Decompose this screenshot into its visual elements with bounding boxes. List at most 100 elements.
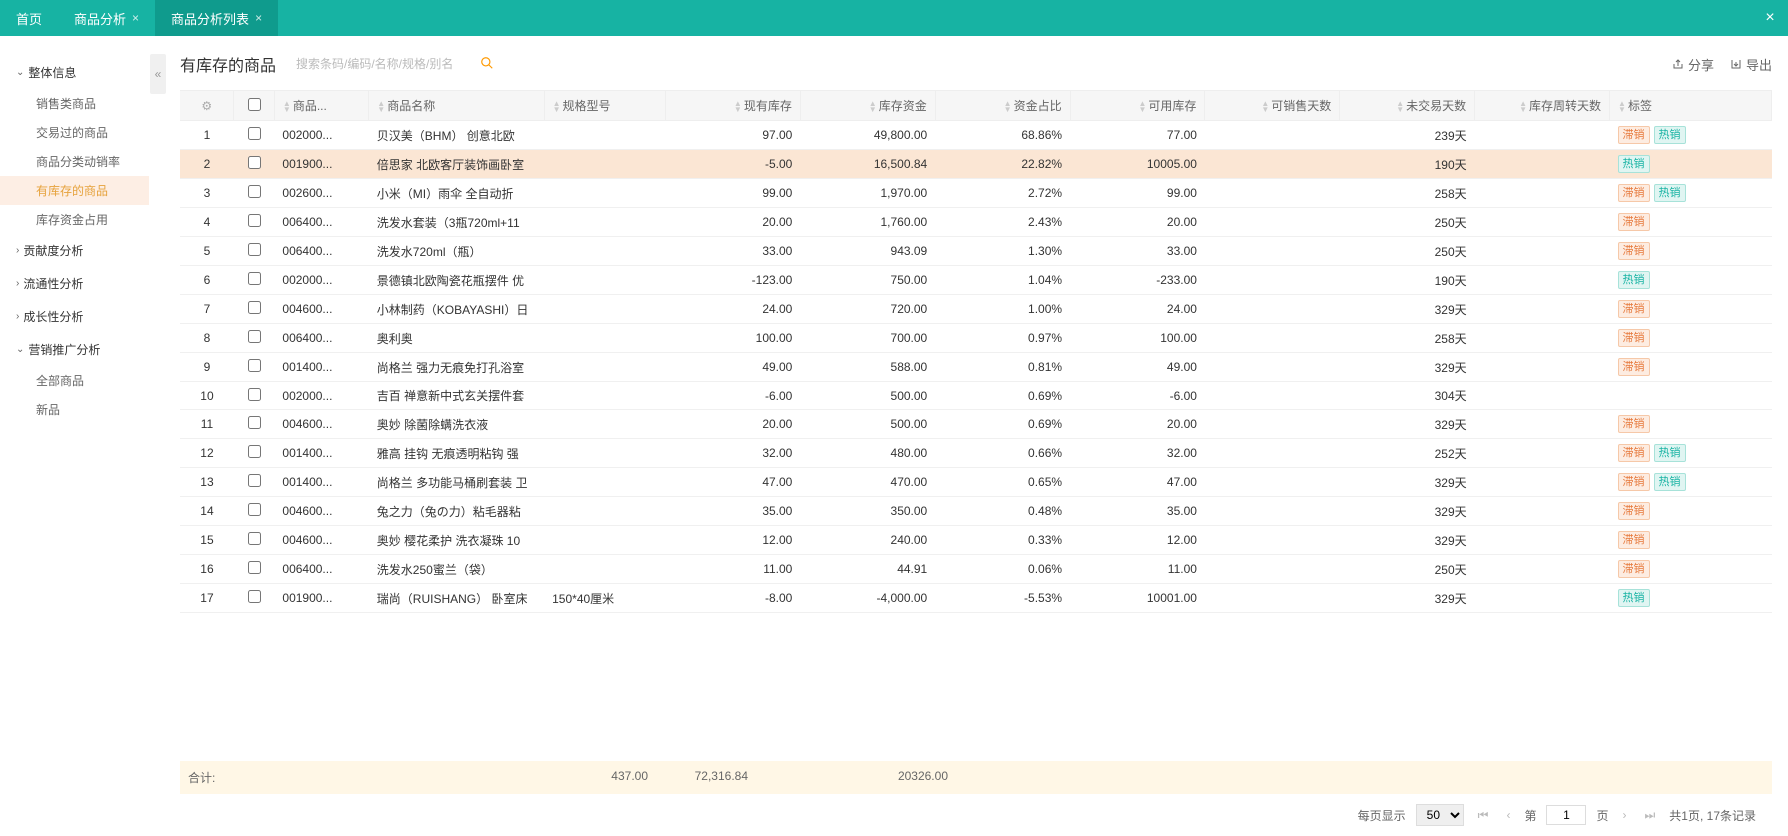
- row-checkbox[interactable]: [248, 127, 261, 140]
- table-row[interactable]: 6002000...景德镇北欧陶瓷花瓶摆件 优-123.00750.001.04…: [180, 266, 1772, 295]
- table-row[interactable]: 17001900...瑞尚（RUISHANG） 卧室床150*40厘米-8.00…: [180, 584, 1772, 613]
- row-checkbox[interactable]: [248, 474, 261, 487]
- row-checkbox[interactable]: [248, 416, 261, 429]
- table-row[interactable]: 16006400...洗发水250蜜兰（袋）11.0044.910.06%11.…: [180, 555, 1772, 584]
- table-row[interactable]: 11004600...奥妙 除菌除螨洗衣液20.00500.000.69%20.…: [180, 410, 1772, 439]
- share-button[interactable]: 分享: [1672, 55, 1714, 74]
- content-header: 有库存的商品 分享 导出: [180, 52, 1772, 76]
- tab-商品分析列表[interactable]: 商品分析列表×: [155, 0, 278, 36]
- table-row[interactable]: 1002000...贝汉美（BHM） 创意北欧97.0049,800.0068.…: [180, 121, 1772, 150]
- table-row[interactable]: 12001400...雅高 挂钩 无痕透明粘钩 强32.00480.000.66…: [180, 439, 1772, 468]
- table-row[interactable]: 5006400...洗发水720ml（瓶）33.00943.091.30%33.…: [180, 237, 1772, 266]
- table-cell: 329天: [1340, 353, 1475, 382]
- table-cell: 470.00: [800, 468, 935, 497]
- table-cell: [544, 150, 665, 179]
- column-header-pct[interactable]: ▲▼资金占比: [935, 91, 1070, 121]
- column-header-avail[interactable]: ▲▼可用库存: [1070, 91, 1205, 121]
- table-cell: [1475, 468, 1610, 497]
- tag-badge: 滞销: [1618, 502, 1650, 520]
- sidebar-item-销售类商品[interactable]: 销售类商品: [0, 89, 149, 118]
- row-checkbox[interactable]: [248, 185, 261, 198]
- sidebar-collapse-button[interactable]: «: [150, 54, 166, 94]
- table-row[interactable]: 8006400...奥利奥100.00700.000.97%100.00258天…: [180, 324, 1772, 353]
- page-title: 有库存的商品: [180, 52, 276, 76]
- sidebar-group-成长性分析[interactable]: ›成长性分析: [0, 300, 149, 333]
- table-cell: 350.00: [800, 497, 935, 526]
- sidebar-item-有库存的商品[interactable]: 有库存的商品: [0, 176, 149, 205]
- next-page-button[interactable]: ›: [1618, 808, 1630, 822]
- column-header-amount[interactable]: ▲▼库存资金: [800, 91, 935, 121]
- table-cell: [1475, 410, 1610, 439]
- column-label: 库存周转天数: [1529, 99, 1601, 113]
- table-cell: 002600...: [274, 179, 368, 208]
- sidebar-item-商品分类动销率[interactable]: 商品分类动销率: [0, 147, 149, 176]
- tab-close-icon[interactable]: ×: [132, 11, 139, 25]
- row-checkbox[interactable]: [248, 243, 261, 256]
- table-row[interactable]: 4006400...洗发水套装（3瓶720ml+1120.001,760.002…: [180, 208, 1772, 237]
- row-checkbox[interactable]: [248, 388, 261, 401]
- row-checkbox[interactable]: [248, 445, 261, 458]
- summary-cell: [948, 769, 1048, 786]
- row-checkbox[interactable]: [248, 561, 261, 574]
- row-checkbox[interactable]: [248, 503, 261, 516]
- tab-首页[interactable]: 首页: [0, 0, 58, 36]
- sidebar-item-库存资金占用[interactable]: 库存资金占用: [0, 205, 149, 234]
- table-cell: 14: [180, 497, 234, 526]
- row-checkbox[interactable]: [248, 590, 261, 603]
- table-cell: 0.33%: [935, 526, 1070, 555]
- sidebar-group-整体信息[interactable]: ⌄整体信息: [0, 56, 149, 89]
- row-checkbox[interactable]: [248, 214, 261, 227]
- column-header-name[interactable]: ▲▼商品名称: [369, 91, 544, 121]
- row-checkbox[interactable]: [248, 359, 261, 372]
- table-cell: -5.00: [666, 150, 801, 179]
- row-checkbox[interactable]: [248, 301, 261, 314]
- column-header-turnover[interactable]: ▲▼库存周转天数: [1475, 91, 1610, 121]
- sidebar-item-新品[interactable]: 新品: [0, 395, 149, 424]
- table-row[interactable]: 10002000...吉百 禅意新中式玄关摆件套-6.00500.000.69%…: [180, 382, 1772, 410]
- table-row[interactable]: 14004600...兔之力（兔の力）粘毛器粘35.00350.000.48%3…: [180, 497, 1772, 526]
- table-row[interactable]: 7004600...小林制药（KOBAYASHI）日24.00720.001.0…: [180, 295, 1772, 324]
- close-all-tabs-button[interactable]: ×: [1752, 0, 1788, 36]
- sidebar-group-贡献度分析[interactable]: ›贡献度分析: [0, 234, 149, 267]
- column-header-saledays[interactable]: ▲▼可销售天数: [1205, 91, 1340, 121]
- column-header-notrade[interactable]: ▲▼未交易天数: [1340, 91, 1475, 121]
- sidebar-group-流通性分析[interactable]: ›流通性分析: [0, 267, 149, 300]
- row-checkbox[interactable]: [248, 272, 261, 285]
- table-cell: 10005.00: [1070, 150, 1205, 179]
- tag-badge: 滞销: [1618, 531, 1650, 549]
- table-cell: 7: [180, 295, 234, 324]
- sidebar-group-营销推广分析[interactable]: ⌄营销推广分析: [0, 333, 149, 366]
- column-header-stock[interactable]: ▲▼现有库存: [666, 91, 801, 121]
- column-header-spec[interactable]: ▲▼规格型号: [544, 91, 665, 121]
- page-number-input[interactable]: [1546, 805, 1586, 825]
- column-header-code[interactable]: ▲▼商品...: [274, 91, 368, 121]
- tab-close-icon[interactable]: ×: [255, 11, 262, 25]
- table-cell: 190天: [1340, 150, 1475, 179]
- first-page-button[interactable]: ⏮: [1474, 808, 1493, 823]
- row-checkbox[interactable]: [248, 330, 261, 343]
- per-page-select[interactable]: 50: [1416, 804, 1464, 826]
- table-row[interactable]: 2001900...倍思家 北欧客厅装饰画卧室-5.0016,500.8422.…: [180, 150, 1772, 179]
- last-page-button[interactable]: ⏭: [1640, 808, 1659, 823]
- table-cell: [1205, 382, 1340, 410]
- table-row[interactable]: 15004600...奥妙 樱花柔护 洗衣凝珠 1012.00240.000.3…: [180, 526, 1772, 555]
- gear-icon[interactable]: ⚙: [201, 99, 212, 113]
- tab-商品分析[interactable]: 商品分析×: [58, 0, 155, 36]
- search-input[interactable]: [296, 57, 476, 71]
- table-cell: [1475, 497, 1610, 526]
- export-button[interactable]: 导出: [1730, 55, 1772, 74]
- sidebar-item-全部商品[interactable]: 全部商品: [0, 366, 149, 395]
- row-checkbox[interactable]: [248, 156, 261, 169]
- table-cell: [1475, 353, 1610, 382]
- table-cell: [234, 382, 274, 410]
- row-checkbox[interactable]: [248, 532, 261, 545]
- select-all-checkbox[interactable]: [248, 98, 261, 111]
- sidebar-item-交易过的商品[interactable]: 交易过的商品: [0, 118, 149, 147]
- table-row[interactable]: 3002600...小米（MI）雨伞 全自动折99.001,970.002.72…: [180, 179, 1772, 208]
- prev-page-button[interactable]: ‹: [1502, 808, 1514, 822]
- search-icon[interactable]: [480, 56, 494, 73]
- sort-icon: ▲▼: [1519, 101, 1527, 113]
- table-row[interactable]: 9001400...尚格兰 强力无痕免打孔浴室49.00588.000.81%4…: [180, 353, 1772, 382]
- column-header-tags[interactable]: ▲▼标签: [1610, 91, 1772, 121]
- table-row[interactable]: 13001400...尚格兰 多功能马桶刷套装 卫47.00470.000.65…: [180, 468, 1772, 497]
